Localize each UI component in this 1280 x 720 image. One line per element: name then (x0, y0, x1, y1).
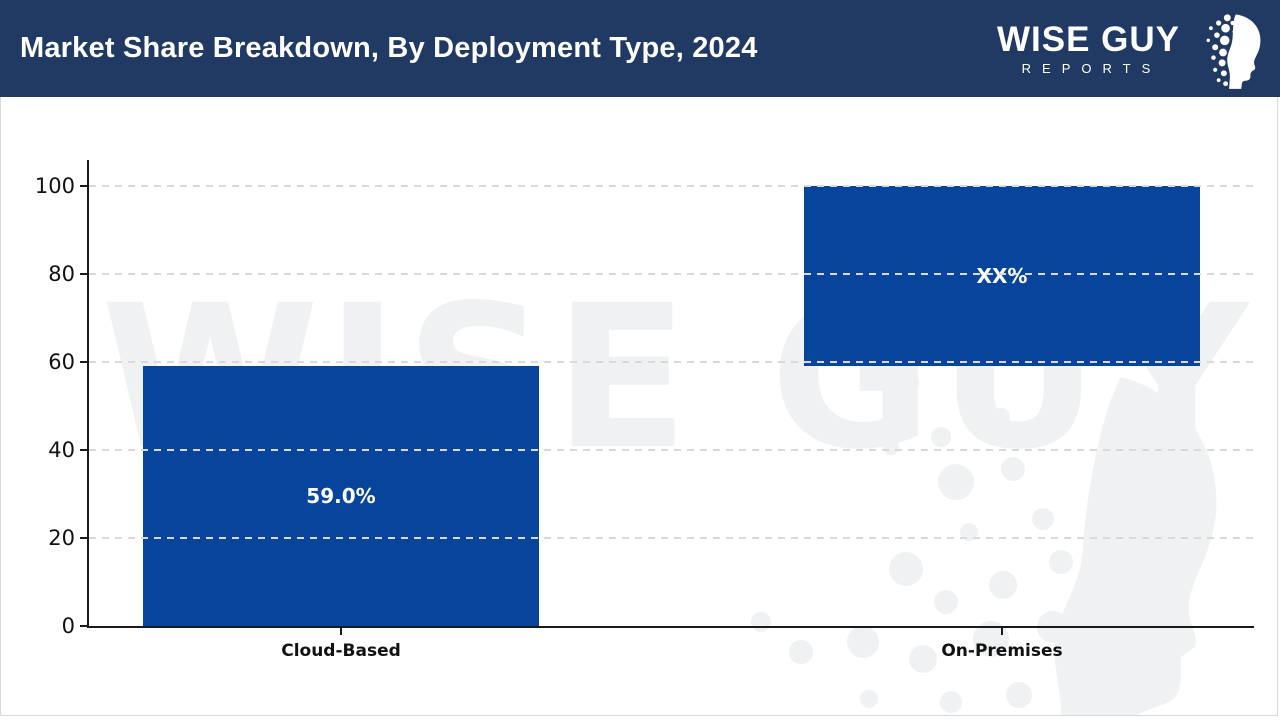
y-tick-label-80: 80 (48, 262, 75, 286)
y-tick-mark (80, 625, 87, 627)
brand-name: WISE GUY (996, 20, 1180, 59)
y-tick-label-0: 0 (61, 614, 75, 638)
gridline-100 (89, 185, 1254, 187)
x-category-label-on-premises: On-Premises (941, 641, 1063, 661)
bar-on-premises: XX% (804, 186, 1200, 367)
page-title: Market Share Breakdown, By Deployment Ty… (20, 32, 758, 64)
y-axis-line (87, 160, 89, 628)
y-tick-mark (80, 273, 87, 275)
plot-area: 59.0% XX% 0 20 40 60 80 100 Cloud-Based On-Premi… (35, 160, 1254, 661)
x-axis-line (87, 626, 1254, 628)
bar-value-label-on-premises: XX% (976, 264, 1028, 289)
brand-subtitle: REPORTS (1021, 61, 1162, 76)
gridline-40 (89, 449, 1254, 451)
y-tick-label-40: 40 (48, 438, 75, 462)
header-banner: Market Share Breakdown, By Deployment Ty… (0, 0, 1280, 97)
y-tick-mark (80, 185, 87, 187)
bar-cloud-based: 59.0% (143, 366, 539, 626)
chart-card: WISE GUY RTS 59.0%XX% 020406080100Cloud-… (0, 97, 1278, 716)
y-tick-mark (80, 537, 87, 539)
y-tick-label-20: 20 (48, 526, 75, 550)
bar-value-label-cloud-based: 59.0% (306, 484, 376, 509)
gridline-80 (89, 273, 1254, 275)
brand-logo-text: WISE GUY REPORTS (997, 22, 1180, 75)
gridline-60 (89, 361, 1254, 363)
y-tick-mark (80, 361, 87, 363)
y-tick-label-100: 100 (34, 174, 75, 198)
x-category-label-cloud-based: Cloud-Based (281, 641, 401, 661)
x-tick-mark-cloud-based (340, 628, 342, 635)
x-tick-mark-on-premises (1001, 628, 1003, 635)
y-tick-label-60: 60 (48, 350, 75, 374)
brand-logo: WISE GUY REPORTS (997, 8, 1262, 90)
brand-face-icon (1206, 13, 1261, 89)
y-tick-mark (80, 449, 87, 451)
gridline-20 (89, 537, 1254, 539)
